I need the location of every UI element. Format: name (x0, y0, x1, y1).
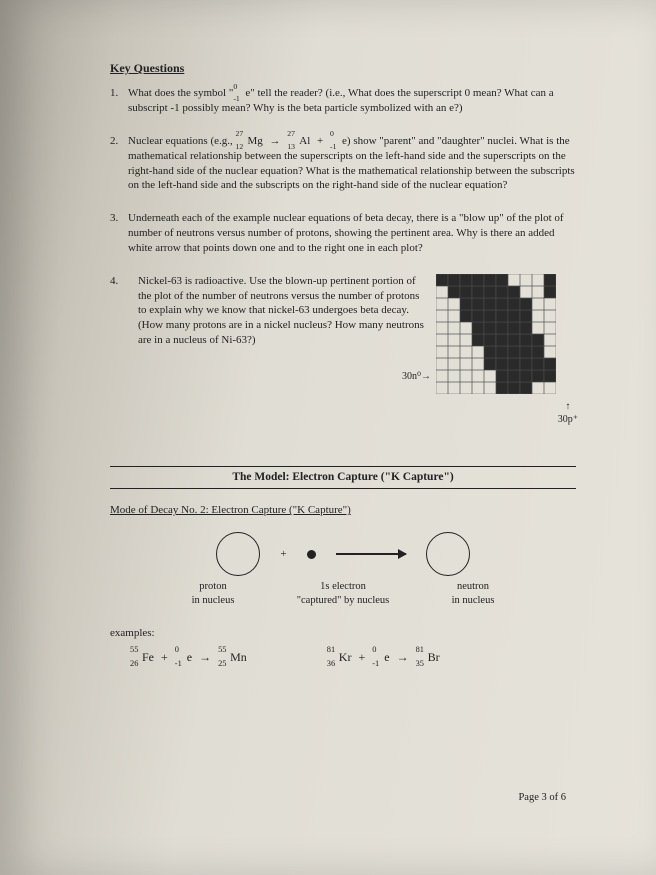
grid-svg (436, 274, 556, 394)
question-text: What does the symbol "0-1e" tell the rea… (128, 86, 576, 116)
question-number: 3. (110, 211, 128, 256)
element-symbol: e (187, 650, 192, 664)
reaction-arrow-icon (336, 553, 406, 555)
mass-number: 0 (330, 129, 334, 139)
label-text: "captured" by nucleus (297, 595, 390, 606)
atomic-number: -1 (233, 94, 239, 104)
nuclide-mg: 2712Mg (236, 134, 263, 149)
q2-prefix: Nuclear equations (e.g., (128, 135, 236, 147)
nuclide-electron: 0-1e (175, 649, 192, 665)
nuclide-parent: 8136Kr (327, 649, 352, 665)
element-symbol: Br (428, 650, 440, 664)
model-section-title: The Model: Electron Capture ("K Capture"… (110, 466, 576, 490)
atomic-number: 25 (218, 658, 226, 669)
nuclide-al: 2713Al (287, 134, 310, 149)
equations-row: 5526Fe + 0-1e → 5525Mn 8136Kr + 0-1e → 8… (110, 649, 576, 665)
plus-sign: + (280, 547, 286, 562)
mass-number: 81 (327, 644, 335, 655)
nuclide-grid (436, 274, 556, 394)
nuclide-grid-wrap: 30n⁰→ ↑ 30p⁺ (436, 274, 576, 394)
atomic-number: -1 (175, 658, 182, 669)
element-symbol: e (245, 87, 250, 99)
label-electron: 1s electron "captured" by nucleus (278, 580, 408, 608)
axis-text: 30n⁰ (402, 371, 421, 382)
mode-title: Mode of Decay No. 2: Electron Capture ("… (110, 503, 576, 518)
question-text: Nuclear equations (e.g., 2712Mg → 2713Al… (128, 134, 576, 193)
question-text: Nickel-63 is radioactive. Use the blown-… (138, 274, 426, 394)
equation-1: 5526Fe + 0-1e → 5525Mn (130, 649, 247, 665)
mass-number: 55 (218, 644, 226, 655)
atomic-number: 12 (236, 142, 244, 152)
nuclide-electron: 0-1e (372, 649, 389, 665)
reaction-arrow: → (397, 650, 409, 664)
element-symbol: Kr (339, 650, 352, 664)
atomic-number: 13 (287, 142, 295, 152)
label-text: proton (199, 581, 226, 592)
diagram-labels: proton in nucleus 1s electron "captured"… (110, 580, 576, 608)
question-2: 2. Nuclear equations (e.g., 2712Mg → 271… (110, 134, 576, 193)
question-number: 4. (110, 274, 128, 394)
mass-number: 81 (416, 644, 424, 655)
proton-circle-icon (216, 532, 260, 576)
question-4: 4. Nickel-63 is radioactive. Use the blo… (110, 274, 576, 394)
mass-number: 27 (236, 129, 244, 139)
label-text: 1s electron (320, 581, 366, 592)
document-sheet: Key Questions 1. What does the symbol "0… (60, 20, 626, 845)
q1-text-a: What does the symbol " (128, 87, 233, 99)
element-symbol: Mg (248, 135, 263, 147)
x-axis-label: ↑ 30p⁺ (558, 400, 578, 427)
mass-number: 0 (372, 644, 376, 655)
neutron-circle-icon (426, 532, 470, 576)
atomic-number: 26 (130, 658, 138, 669)
arrow-icon: ↑ (565, 401, 570, 412)
beta-symbol: 0-1e (233, 86, 250, 101)
nuclide-daughter: 8135Br (416, 649, 440, 665)
label-text: neutron (457, 581, 489, 592)
atomic-number: -1 (330, 142, 336, 152)
atomic-number: -1 (372, 658, 379, 669)
label-proton: proton in nucleus (168, 580, 258, 608)
y-axis-label: 30n⁰→ (402, 370, 431, 384)
examples-section: examples: 5526Fe + 0-1e → 5525Mn 8136Kr … (110, 626, 576, 665)
question-number: 2. (110, 134, 128, 193)
question-3: 3. Underneath each of the example nuclea… (110, 211, 576, 256)
element-symbol: e (384, 650, 389, 664)
element-symbol: e (342, 135, 347, 147)
mass-number: 55 (130, 644, 138, 655)
plus-sign: + (161, 650, 168, 664)
plus-sign: + (317, 135, 323, 147)
page-footer: Page 3 of 6 (518, 791, 566, 805)
nuclide-e: 0-1e (330, 134, 347, 149)
mass-number: 0 (175, 644, 179, 655)
page-background: Key Questions 1. What does the symbol "0… (0, 0, 656, 875)
reaction-arrow: → (199, 650, 211, 664)
capture-diagram: + (110, 532, 576, 576)
question-1: 1. What does the symbol "0-1e" tell the … (110, 86, 576, 116)
label-text: in nucleus (192, 595, 235, 606)
nuclide-parent: 5526Fe (130, 649, 154, 665)
electron-dot-icon (307, 550, 316, 559)
mass-number: 0 (233, 82, 237, 92)
reaction-arrow: → (270, 135, 281, 147)
plus-sign: + (358, 650, 365, 664)
label-neutron: neutron in nucleus (428, 580, 518, 608)
element-symbol: Mn (230, 650, 247, 664)
question-number: 1. (110, 86, 128, 116)
atomic-number: 35 (416, 658, 424, 669)
atomic-number: 36 (327, 658, 335, 669)
equation-2: 8136Kr + 0-1e → 8135Br (327, 649, 440, 665)
element-symbol: Al (299, 135, 310, 147)
arrow-icon: → (421, 371, 431, 382)
nuclide-daughter: 5525Mn (218, 649, 247, 665)
axis-text: 30p⁺ (558, 414, 578, 425)
section-heading: Key Questions (110, 60, 576, 76)
examples-label: examples: (110, 626, 576, 641)
question-text: Underneath each of the example nuclear e… (128, 211, 576, 256)
element-symbol: Fe (142, 650, 154, 664)
label-text: in nucleus (452, 595, 495, 606)
mass-number: 27 (287, 129, 295, 139)
